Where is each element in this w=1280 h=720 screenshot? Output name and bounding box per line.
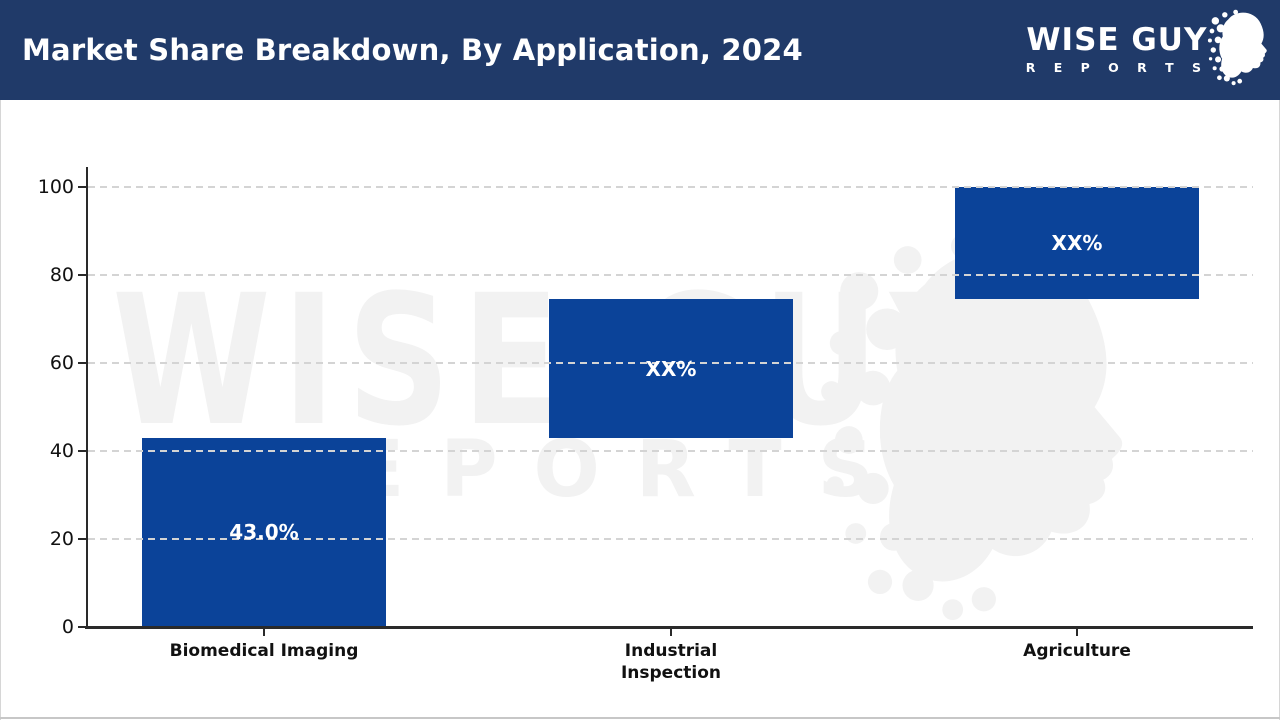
y-tick-mark [78,274,86,276]
y-tick-mark [78,186,86,188]
y-tick-label: 40 [49,440,74,462]
y-tick-mark [78,538,86,540]
gridline [88,538,1253,540]
bar-agriculture [955,187,1199,300]
x-tick-mark [1076,629,1078,636]
page-border-bottom [0,717,1280,719]
wiseguy-logo-text: WISE GUY R E P O R T S [1025,22,1208,76]
gridline [88,362,1253,364]
y-tick-label: 60 [49,352,74,374]
x-tick-mark [263,629,265,636]
y-tick-mark [78,362,86,364]
wiseguy-logo: WISE GUY R E P O R T S [1026,6,1280,94]
y-tick-label: 20 [49,528,74,550]
bar-biomedical-imaging [142,437,386,627]
gridline [88,186,1253,188]
bar-value-label: 43.0% [229,520,299,545]
page-title: Market Share Breakdown, By Application, … [22,33,803,67]
x-axis-label: Agriculture [1023,641,1131,661]
bar-value-label: XX% [1051,231,1103,256]
logo-primary-text: WISE GUY [1026,22,1208,58]
y-axis-spine [86,167,88,629]
wiseguy-face-icon [1207,9,1267,86]
y-tick-label: 100 [37,176,74,198]
bar-industrial-inspection [549,299,793,438]
header-bar: Market Share Breakdown, By Application, … [0,0,1280,100]
x-axis-label: Industrial Inspection [620,641,722,684]
y-tick-label: 0 [61,616,74,638]
x-tick-mark [670,629,672,636]
logo-secondary-text: R E P O R T S [1025,60,1208,75]
bar-value-label: XX% [645,356,697,381]
page-border-left [0,100,1,720]
y-tick-mark [78,450,86,452]
gridline [88,274,1253,276]
x-axis-label: Biomedical Imaging [169,641,359,661]
y-tick-mark [78,626,86,628]
y-tick-label: 80 [49,264,74,286]
gridline [88,450,1253,452]
x-axis-baseline [85,626,1253,629]
